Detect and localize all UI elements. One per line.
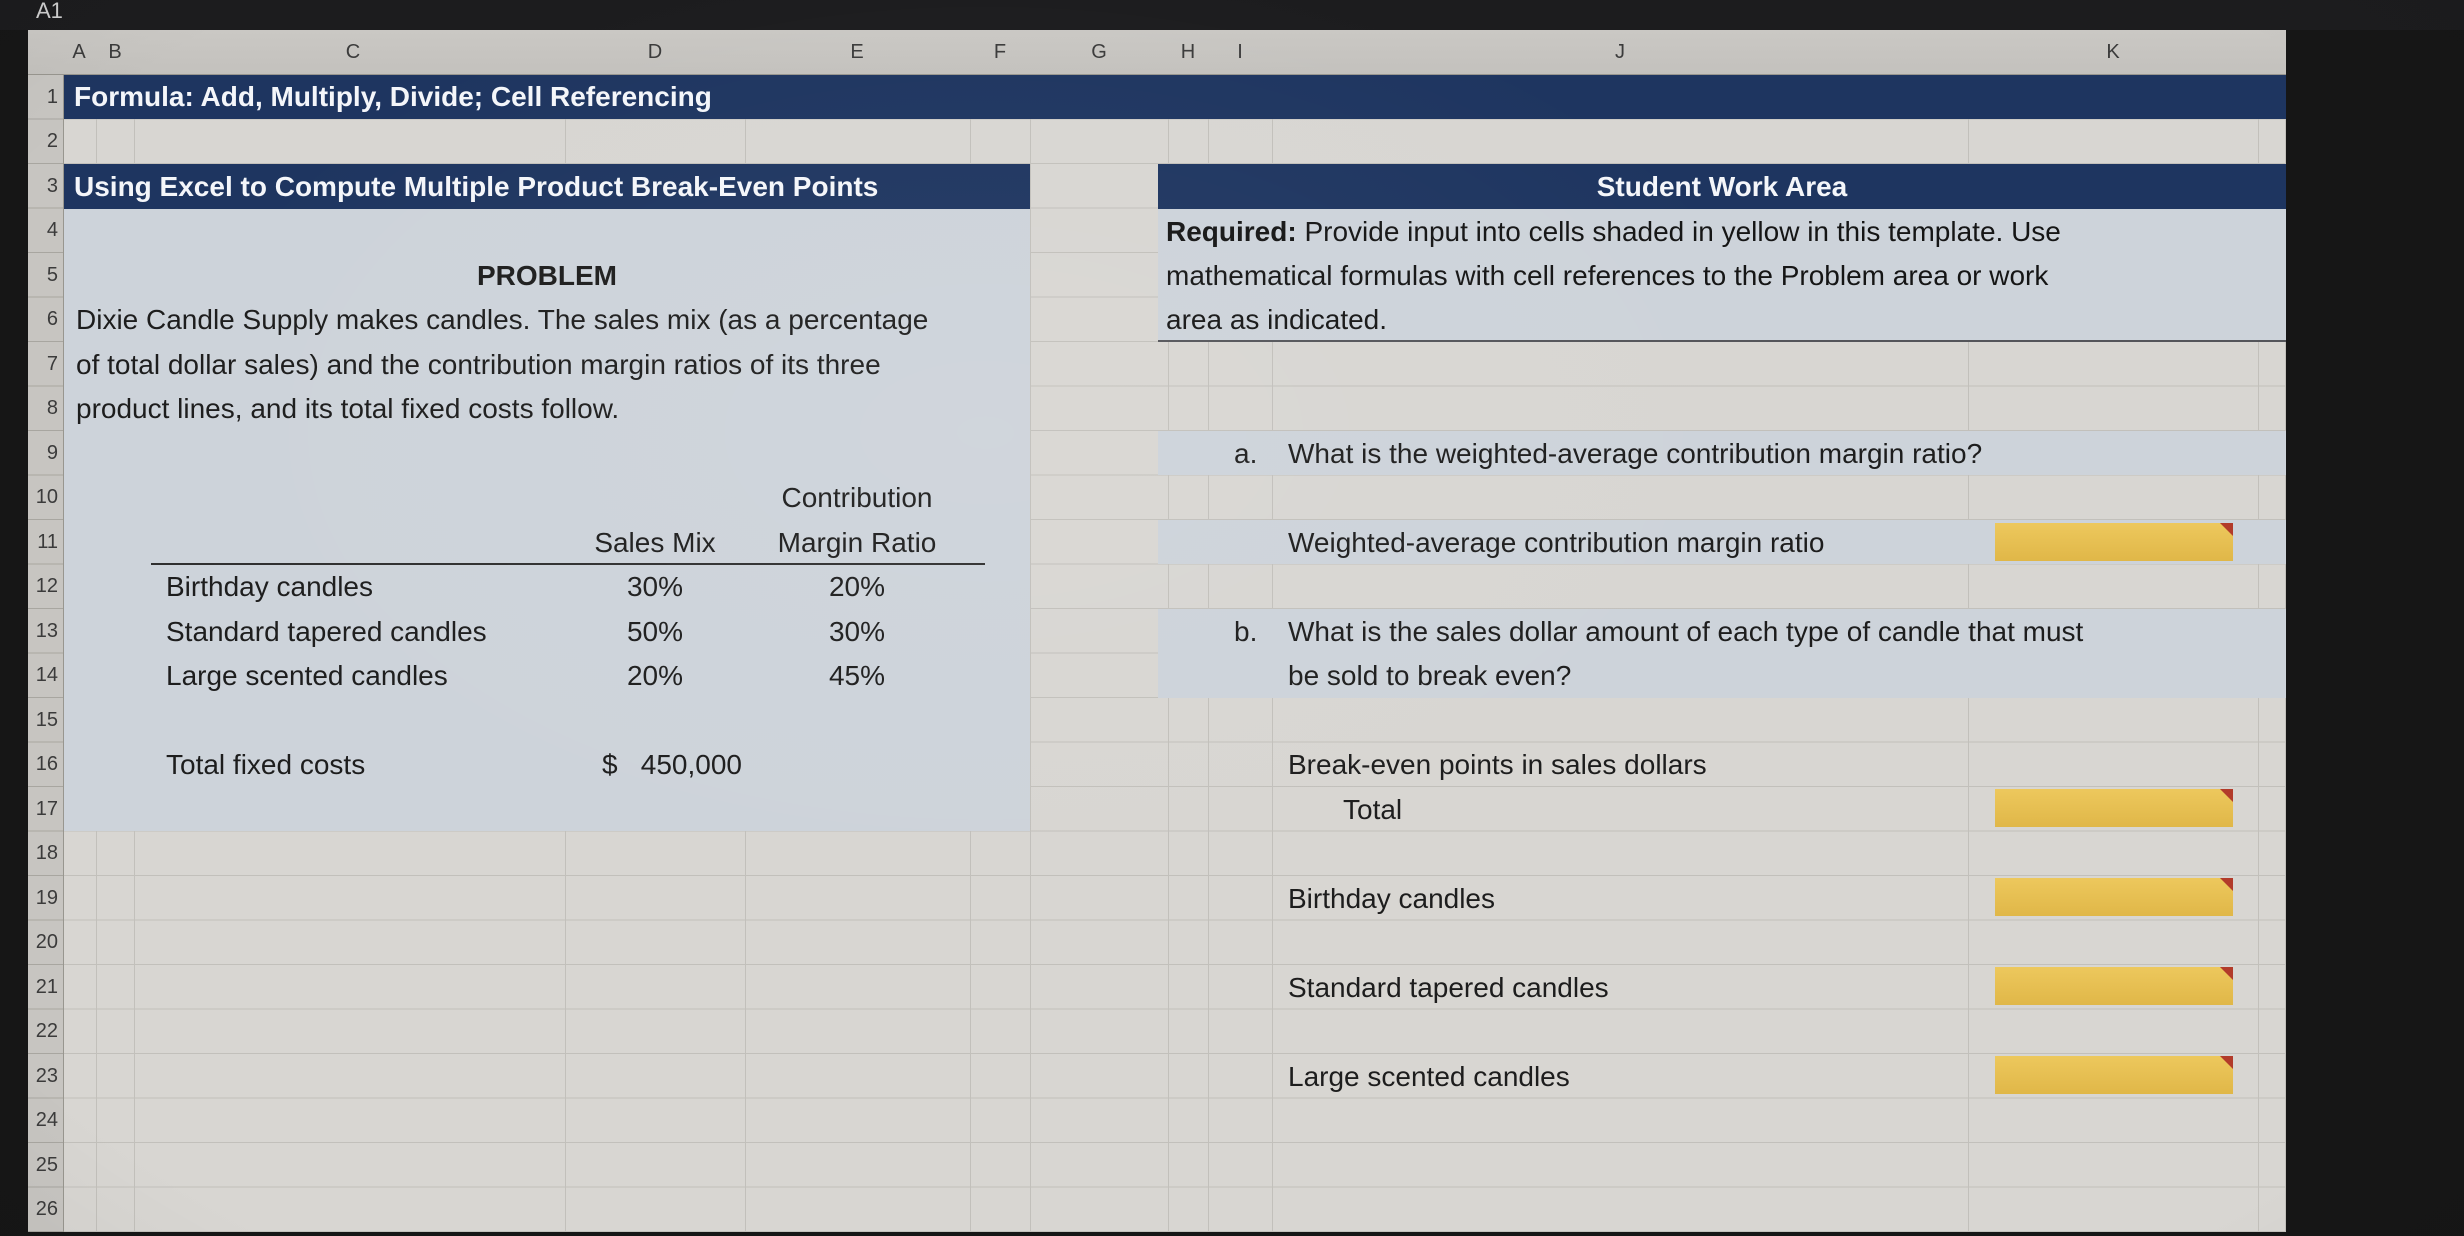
- table-header-sales-mix: Sales Mix: [594, 527, 716, 558]
- row-header[interactable]: 17: [35, 798, 58, 820]
- table-row-mix: 50%: [626, 616, 684, 647]
- question-b-text-line2: be sold to break even?: [1288, 660, 1572, 691]
- question-a-shading: [1158, 431, 2286, 475]
- column-header[interactable]: J: [1615, 41, 1625, 63]
- question-b-text-line1: What is the sales dollar amount of each …: [1288, 616, 2084, 647]
- column-header[interactable]: D: [647, 41, 663, 63]
- row-header[interactable]: 4: [46, 219, 58, 241]
- table-header-margin-ratio: Margin Ratio: [777, 527, 937, 558]
- fixed-costs-label: Total fixed costs: [166, 749, 366, 780]
- comment-indicator-icon: [2220, 789, 2233, 802]
- fixed-costs-value: 450,000: [640, 749, 742, 780]
- large-scented-candles-label: Large scented candles: [1288, 1061, 1570, 1092]
- row-header[interactable]: 22: [35, 1020, 58, 1042]
- fixed-costs-currency: $: [602, 749, 618, 780]
- column-header[interactable]: B: [108, 41, 122, 63]
- input-cell-birthday-candles[interactable]: [1995, 878, 2233, 916]
- input-cell-weighted-average[interactable]: [1995, 523, 2233, 561]
- input-cell-standard-tapered-candles[interactable]: [1995, 967, 2233, 1005]
- row-header[interactable]: 25: [35, 1154, 58, 1176]
- required-line: area as indicated.: [1166, 304, 1388, 335]
- comment-indicator-icon: [2220, 1056, 2233, 1069]
- column-header[interactable]: A: [72, 41, 86, 63]
- required-line: Required: Provide input into cells shade…: [1158, 210, 2286, 254]
- input-cell-total[interactable]: [1995, 789, 2233, 827]
- row-header[interactable]: 8: [46, 397, 58, 419]
- row-header[interactable]: 5: [46, 264, 58, 286]
- problem-area-shading: [64, 209, 1030, 831]
- problem-description-line: Dixie Candle Supply makes candles. The s…: [76, 304, 929, 335]
- row-header[interactable]: 11: [37, 531, 58, 553]
- required-instructions: Required: Provide input into cells shade…: [1158, 209, 2286, 342]
- row-header[interactable]: 16: [35, 753, 58, 775]
- comment-indicator-icon: [2220, 523, 2233, 536]
- column-header[interactable]: E: [850, 41, 864, 63]
- row-header[interactable]: 20: [35, 931, 58, 953]
- formula-title-banner: Formula: Add, Multiply, Divide; Cell Ref…: [64, 75, 2286, 119]
- table-row-label: Standard tapered candles: [166, 616, 487, 647]
- formula-title-text: Formula: Add, Multiply, Divide; Cell Ref…: [74, 81, 712, 112]
- row-header[interactable]: 7: [46, 353, 58, 375]
- row-header[interactable]: 1: [46, 86, 58, 108]
- problem-title-text: Using Excel to Compute Multiple Product …: [74, 170, 879, 202]
- table-row-mix: 30%: [626, 571, 684, 602]
- formula-bar-strip: A1: [0, 0, 2464, 30]
- table-row-label: Birthday candles: [166, 571, 374, 602]
- gridline: [1030, 75, 1031, 1232]
- table-header-underline: [151, 563, 985, 565]
- row-header[interactable]: 23: [35, 1065, 58, 1087]
- problem-header: PROBLEM: [477, 260, 617, 291]
- row-header[interactable]: 24: [35, 1109, 58, 1131]
- table-row-label: Large scented candles: [166, 660, 448, 691]
- question-a-letter: a.: [1234, 438, 1258, 469]
- row-header[interactable]: 15: [35, 709, 58, 731]
- row-header[interactable]: 19: [35, 887, 58, 909]
- name-box[interactable]: A1: [36, 0, 63, 23]
- row-header[interactable]: 18: [35, 842, 58, 864]
- row-header[interactable]: 14: [35, 664, 58, 686]
- student-work-area-text: Student Work Area: [1596, 170, 1848, 202]
- column-header[interactable]: C: [345, 41, 361, 63]
- column-header[interactable]: G: [1091, 41, 1107, 63]
- required-label: Required:: [1166, 216, 1297, 247]
- total-label: Total: [1343, 794, 1403, 825]
- table-row-ratio: 20%: [828, 571, 886, 602]
- row-header[interactable]: 26: [35, 1198, 58, 1220]
- required-line-text: Provide input into cells shaded in yello…: [1296, 216, 2061, 247]
- required-line: mathematical formulas with cell referenc…: [1166, 260, 2049, 291]
- column-header[interactable]: H: [1180, 41, 1196, 63]
- row-header[interactable]: 10: [35, 486, 58, 508]
- table-row-ratio: 30%: [828, 616, 886, 647]
- table-row-ratio: 45%: [828, 660, 886, 691]
- question-b-letter: b.: [1234, 616, 1258, 647]
- table-row-mix: 20%: [626, 660, 684, 691]
- comment-indicator-icon: [2220, 967, 2233, 980]
- break-even-label: Break-even points in sales dollars: [1288, 749, 1707, 780]
- table-header-contribution: Contribution: [781, 482, 933, 513]
- question-b-shading: [1158, 609, 2286, 698]
- row-header[interactable]: 3: [46, 175, 58, 197]
- standard-tapered-candles-label: Standard tapered candles: [1288, 972, 1609, 1003]
- problem-description-line: of total dollar sales) and the contribut…: [76, 349, 881, 380]
- question-a-text: What is the weighted-average contributio…: [1288, 438, 1983, 469]
- row-header[interactable]: 9: [46, 442, 58, 464]
- comment-indicator-icon: [2220, 878, 2233, 891]
- wacm-label: Weighted-average contribution margin rat…: [1288, 527, 1825, 558]
- problem-description-line: product lines, and its total fixed costs…: [76, 393, 620, 424]
- input-cell-large-scented-candles[interactable]: [1995, 1056, 2233, 1094]
- row-header-strip: 1 2 3 4 5 6 7 8 9 10 11 12 13 14 15 16 1…: [28, 75, 64, 1232]
- column-header[interactable]: I: [1237, 41, 1243, 63]
- row-header[interactable]: 12: [35, 575, 58, 597]
- column-header-strip: A B C D E F G H I J K: [28, 30, 2286, 75]
- row-header[interactable]: 2: [46, 130, 58, 152]
- row-header[interactable]: 6: [46, 308, 58, 330]
- row-header[interactable]: 21: [35, 976, 58, 998]
- row-header[interactable]: 13: [35, 620, 58, 642]
- column-header[interactable]: F: [993, 41, 1007, 63]
- column-header[interactable]: K: [2106, 41, 2120, 63]
- birthday-candles-label: Birthday candles: [1288, 883, 1496, 914]
- student-work-area-banner: Student Work Area: [1158, 164, 2286, 209]
- problem-title-banner: Using Excel to Compute Multiple Product …: [64, 164, 1030, 209]
